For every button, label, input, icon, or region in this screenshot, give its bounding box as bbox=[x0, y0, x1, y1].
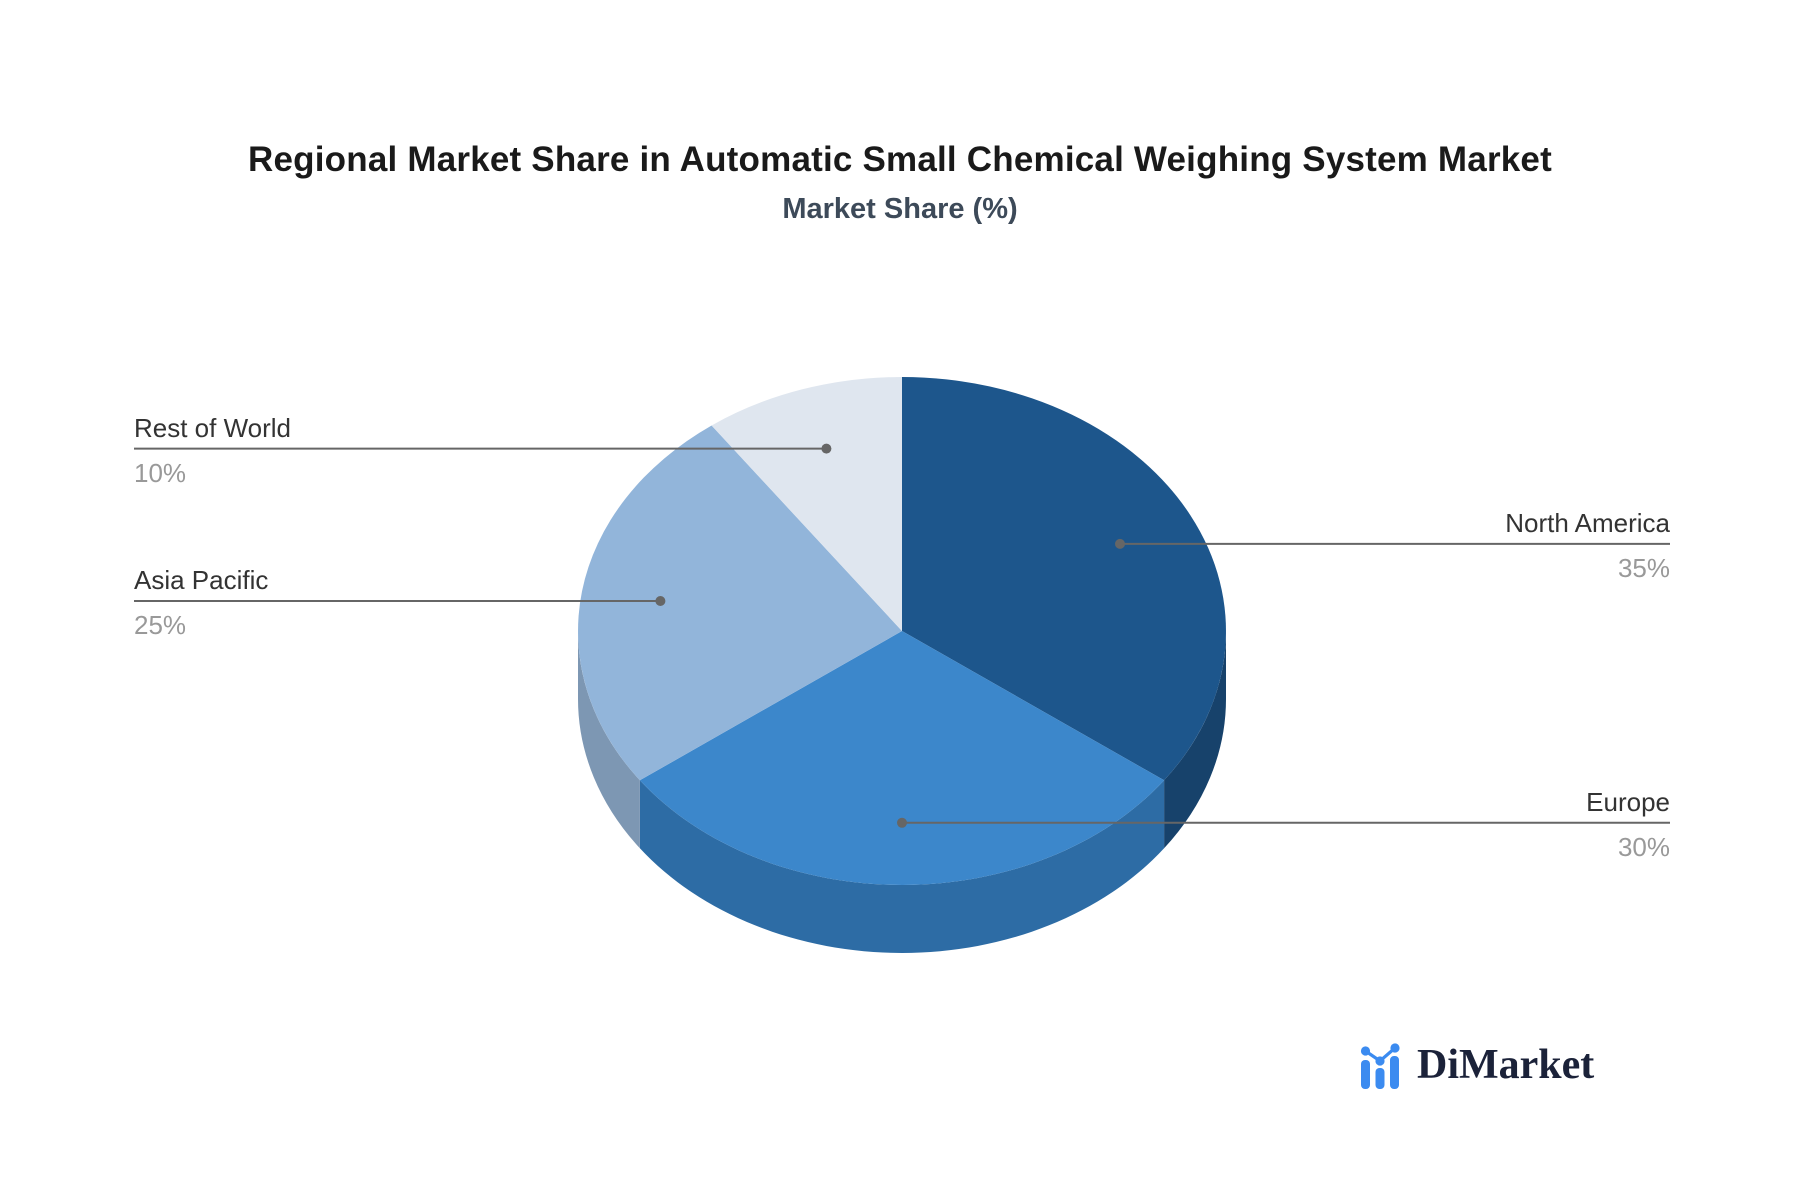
slice-percentage: 10% bbox=[134, 458, 187, 488]
slice-percentage: 35% bbox=[1617, 553, 1670, 583]
slice-label: Europe bbox=[1586, 787, 1670, 817]
slice-percentage: 30% bbox=[1617, 832, 1670, 862]
logo-text: DiMarket bbox=[1417, 1042, 1595, 1088]
slice-label: North America bbox=[1505, 508, 1670, 538]
chart-subtitle: Market Share (%) bbox=[782, 193, 1018, 225]
chart-title: Regional Market Share in Automatic Small… bbox=[248, 140, 1552, 179]
bar-line-chart-icon bbox=[1360, 1043, 1400, 1089]
slice-percentage: 25% bbox=[134, 610, 187, 640]
dimarket-logo: DiMarket bbox=[1360, 1040, 1594, 1090]
slice-label: Asia Pacific bbox=[134, 565, 269, 595]
slice-label: Rest of World bbox=[134, 413, 292, 443]
